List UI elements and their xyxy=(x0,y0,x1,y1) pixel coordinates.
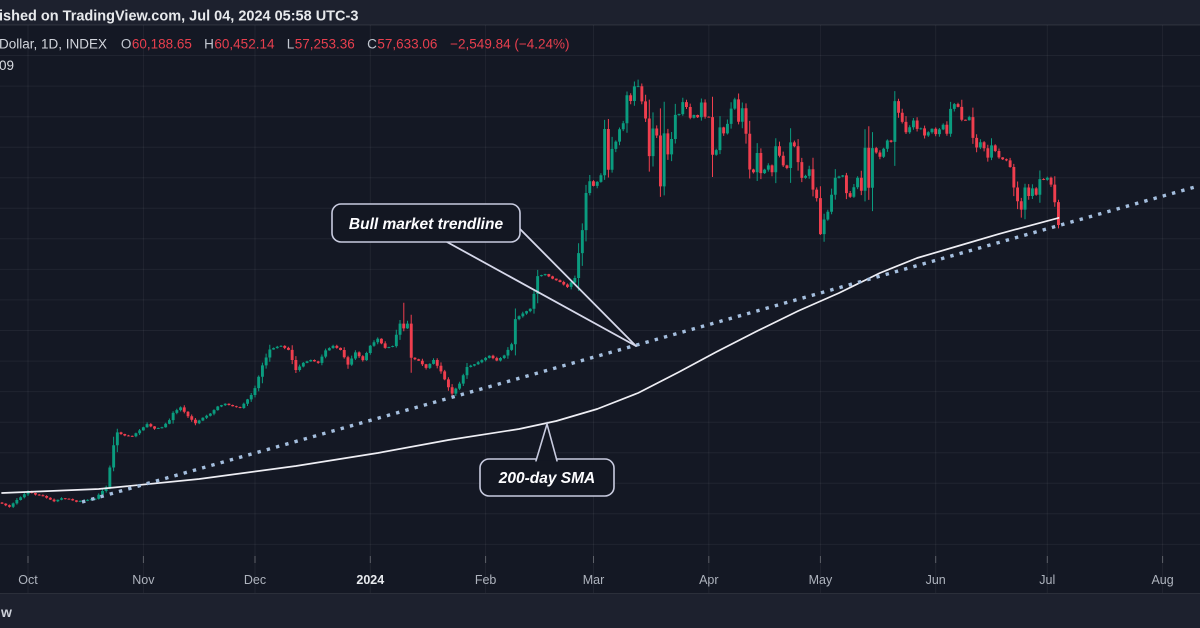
axis-tick xyxy=(819,556,821,563)
axis-tick xyxy=(27,556,29,563)
close-letter: C xyxy=(367,37,377,52)
axis-tick xyxy=(1046,556,1048,563)
axis-label-dec: Dec xyxy=(244,573,266,587)
axis-tick xyxy=(708,556,710,563)
callout-pointer xyxy=(535,421,558,462)
axis-tick xyxy=(935,556,937,563)
axis-tick xyxy=(254,556,256,563)
symbol-legend-row: Dollar, 1D, INDEX O60,188.65 H60,452.14 … xyxy=(0,37,570,52)
partial-indicator-value: 09 xyxy=(0,58,14,73)
axis-tick xyxy=(369,556,371,563)
axis-label-feb: Feb xyxy=(475,573,497,587)
axis-label-jul: Jul xyxy=(1039,573,1055,587)
sma-200-line[interactable] xyxy=(1,217,1060,494)
bottom-footer-strip xyxy=(0,594,1200,628)
axis-label-may: May xyxy=(809,573,833,587)
time-axis[interactable]: Oct Nov Dec 2024 Feb Mar Apr May Jun Jul Aug xyxy=(18,556,1174,587)
axis-tick xyxy=(593,556,594,563)
bull-trendline-callout[interactable]: Bull market trendline xyxy=(331,203,637,347)
change-value: −2,549.84 (−4.24%) xyxy=(450,37,569,52)
axis-tick xyxy=(485,556,487,563)
publish-timestamp: ished on TradingView.com, Jul 04, 2024 0… xyxy=(0,9,358,25)
high-value: 60,452.14 xyxy=(214,37,275,52)
axis-tick xyxy=(1162,556,1164,563)
sma-label: 200-day SMA xyxy=(498,470,595,487)
open-value: 60,188.65 xyxy=(132,37,192,52)
bull-market-trendline[interactable] xyxy=(81,184,1199,504)
axis-label-2024: 2024 xyxy=(356,573,384,587)
low-letter: L xyxy=(287,37,295,52)
callout-box xyxy=(331,203,521,243)
axis-label-nov: Nov xyxy=(132,573,155,587)
axis-label-jun: Jun xyxy=(926,573,946,587)
chart-plot-area[interactable] xyxy=(0,79,1199,508)
sma-callout[interactable]: 200-day SMA xyxy=(479,421,615,497)
axis-label-apr: Apr xyxy=(699,573,718,587)
axis-label-mar: Mar xyxy=(583,573,605,587)
top-header-strip xyxy=(0,0,1200,25)
low-value: 57,253.36 xyxy=(295,37,355,52)
symbol-name: Dollar, 1D, INDEX xyxy=(0,37,107,52)
watermark-fragment: w xyxy=(0,604,12,620)
axis-tick xyxy=(142,556,144,563)
high-letter: H xyxy=(204,37,214,52)
callout-tail-line xyxy=(518,227,637,347)
bull-trendline-label: Bull market trendline xyxy=(349,216,504,233)
close-value: 57,633.06 xyxy=(377,37,437,52)
axis-label-aug: Aug xyxy=(1151,573,1173,587)
axis-label-oct: Oct xyxy=(18,573,38,587)
open-letter: O xyxy=(121,37,132,52)
callout-tail-line xyxy=(446,241,637,347)
